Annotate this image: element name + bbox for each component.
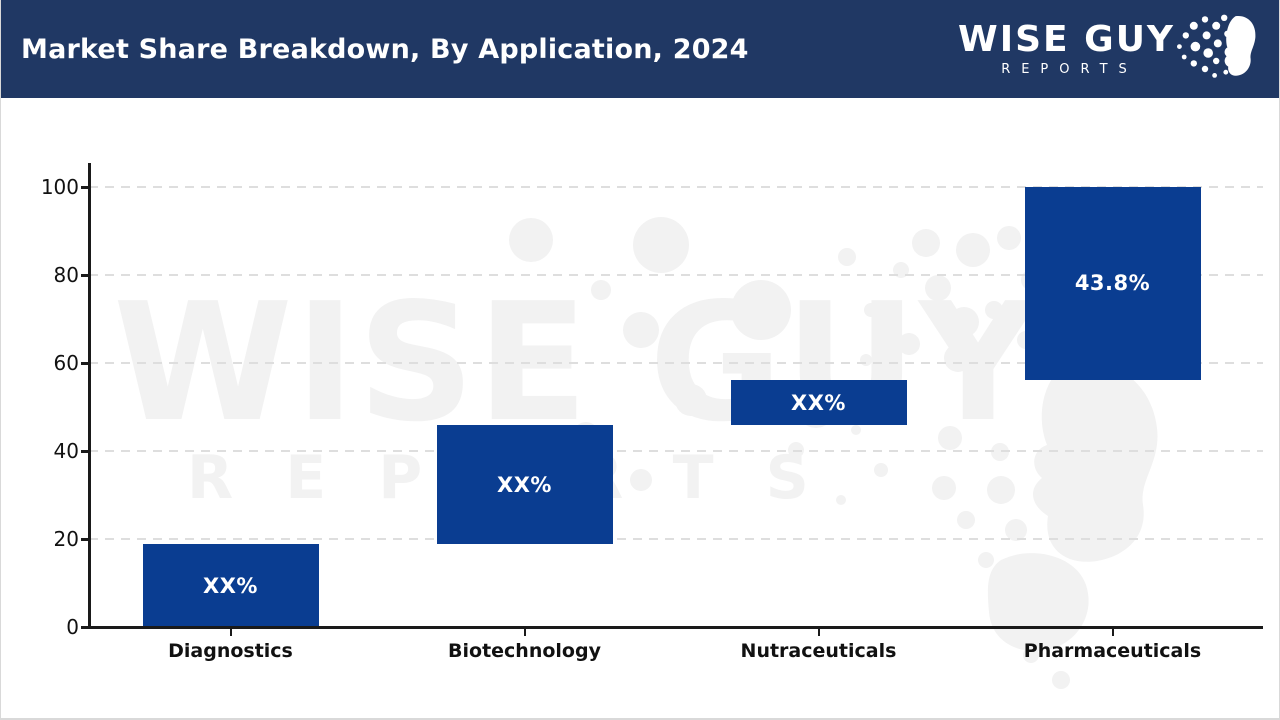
logo-subtitle: REPORTS — [1001, 61, 1138, 77]
x-axis-line — [85, 626, 1263, 629]
category-label: Biotechnology — [448, 640, 601, 662]
gridline — [89, 274, 1263, 276]
y-tick-label: 20 — [53, 527, 79, 551]
y-tick-mark — [81, 450, 89, 453]
bar-nutraceuticals: XX% — [730, 379, 907, 426]
gridline — [89, 362, 1263, 364]
logo-text: WISE GUY REPORTS — [957, 18, 1175, 77]
bar-value-label: XX% — [497, 472, 552, 497]
y-tick-label: 0 — [66, 615, 79, 639]
bar-value-label: XX% — [791, 390, 846, 415]
category-label: Nutraceuticals — [740, 640, 897, 662]
header-bar: Market Share Breakdown, By Application, … — [1, 0, 1279, 98]
wise-guy-reports-logo: WISE GUY REPORTS — [958, 6, 1261, 92]
x-tick-mark — [1111, 628, 1114, 636]
gridline — [89, 186, 1263, 188]
category-label: Pharmaceuticals — [1023, 640, 1202, 662]
y-tick-label: 60 — [53, 351, 79, 375]
x-tick-mark — [523, 628, 526, 636]
bar-value-label: 43.8% — [1074, 271, 1151, 296]
page-title: Market Share Breakdown, By Application, … — [21, 33, 749, 65]
gridline — [89, 538, 1263, 540]
bar-pharmaceuticals: 43.8% — [1024, 187, 1201, 380]
bar-diagnostics: XX% — [142, 544, 319, 627]
y-axis-line — [88, 162, 91, 629]
x-tick-mark — [817, 628, 820, 636]
bar-biotechnology: XX% — [436, 425, 613, 545]
y-tick-mark — [81, 274, 89, 277]
y-tick-label: 100 — [40, 175, 79, 199]
y-tick-label: 80 — [53, 263, 79, 287]
y-tick-mark — [81, 186, 89, 189]
logo-dotted-face-icon — [1177, 14, 1256, 78]
logo-name: WISE GUY — [957, 18, 1175, 60]
y-tick-mark — [81, 362, 89, 365]
y-tick-label: 40 — [53, 439, 79, 463]
x-tick-mark — [229, 628, 232, 636]
category-label: Diagnostics — [168, 640, 293, 662]
y-tick-mark — [81, 538, 89, 541]
bar-value-label: XX% — [203, 573, 258, 598]
gridline — [89, 450, 1263, 452]
